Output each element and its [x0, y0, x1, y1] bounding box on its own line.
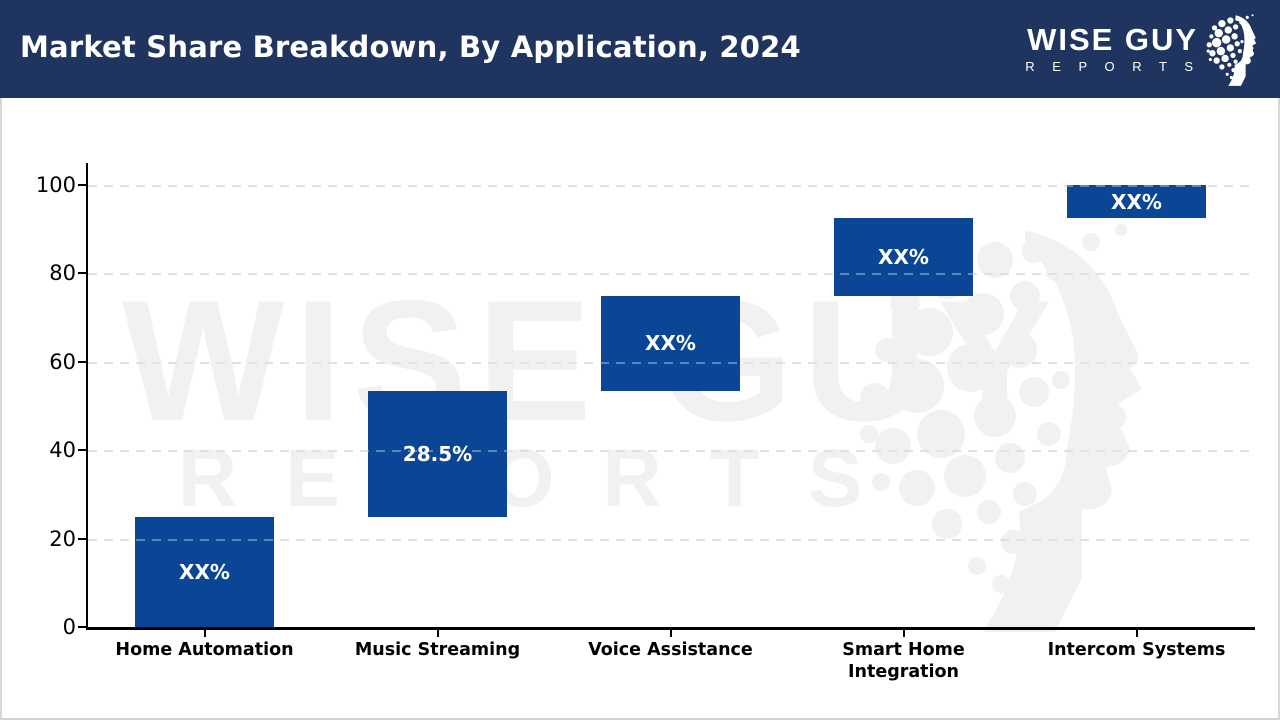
gridline-overlay [88, 539, 1253, 541]
x-tick-mark [1136, 630, 1138, 637]
y-axis-ticks [78, 163, 86, 627]
brand-name: WISE GUY [1025, 24, 1200, 57]
y-tick-mark [78, 361, 86, 363]
bar-value-label: XX% [1111, 190, 1162, 214]
bar-value-label: XX% [179, 560, 230, 584]
brand-logo: WISE GUY R E P O R T S [1025, 12, 1262, 86]
bar-voice-assistance: XX% [601, 296, 741, 391]
x-axis-ticks [88, 630, 1253, 638]
bar-value-label: 28.5% [403, 442, 472, 466]
category-label: Home Automation [110, 640, 300, 662]
y-tick-label: 40 [49, 438, 76, 462]
brand-subtitle: R E P O R T S [1025, 59, 1200, 74]
y-tick-mark [78, 184, 86, 186]
bar-home-automation: XX% [135, 517, 275, 627]
y-tick-mark [78, 449, 86, 451]
gridline-overlay [88, 450, 1253, 452]
x-axis-category-labels: Home Automation Music Streaming Voice Assi… [88, 640, 1253, 700]
x-tick-mark [903, 630, 905, 637]
gridline-overlay [88, 273, 1253, 275]
page: WISE GUY REPORTS Market Share Breakdown,… [0, 0, 1280, 720]
page-title: Market Share Breakdown, By Application, … [20, 30, 801, 68]
header: Market Share Breakdown, By Application, … [0, 0, 1280, 98]
category-label: Music Streaming [343, 640, 533, 662]
brand-text: WISE GUY R E P O R T S [1025, 24, 1200, 74]
y-tick-label: 0 [63, 615, 76, 639]
bar-value-label: XX% [878, 245, 929, 269]
y-tick-mark [78, 626, 86, 628]
bar-intercom-systems: XX% [1067, 185, 1207, 218]
bar-music-streaming: 28.5% [368, 391, 508, 517]
gridline-overlay [88, 362, 1253, 364]
wiseguy-head-icon [1204, 12, 1262, 86]
y-axis-line [86, 163, 88, 630]
x-tick-mark [670, 630, 672, 637]
y-tick-label: 60 [49, 350, 76, 374]
x-tick-mark [204, 630, 206, 637]
category-label: Intercom Systems [1042, 640, 1232, 662]
y-axis-labels: 020406080100 [0, 163, 76, 627]
plot-area: XX% 28.5% XX% XX% XX% [88, 163, 1253, 627]
bar-smart-home-integration: XX% [834, 218, 974, 295]
y-tick-mark [78, 538, 86, 540]
gridline-overlay [88, 185, 1253, 187]
y-tick-label: 100 [36, 173, 76, 197]
category-label: Voice Assistance [576, 640, 766, 662]
bar-value-label: XX% [645, 331, 696, 355]
category-label: Smart Home Integration [809, 640, 999, 684]
x-tick-mark [437, 630, 439, 637]
y-tick-label: 20 [49, 527, 76, 551]
y-tick-mark [78, 272, 86, 274]
y-tick-label: 80 [49, 261, 76, 285]
